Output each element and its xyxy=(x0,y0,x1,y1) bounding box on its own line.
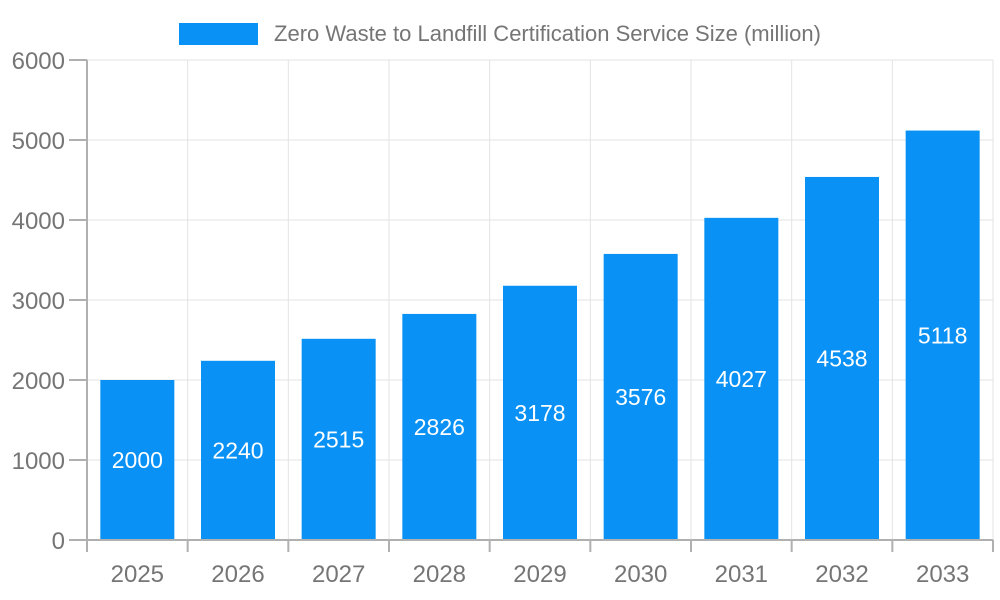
x-tick-label: 2030 xyxy=(614,561,667,588)
x-tick-label: 2029 xyxy=(513,561,566,588)
y-tick-label: 3000 xyxy=(12,288,65,315)
y-tick-label: 1000 xyxy=(12,448,65,475)
y-tick-label: 5000 xyxy=(12,128,65,155)
bar-value-label: 2000 xyxy=(112,447,163,473)
y-tick-label: 2000 xyxy=(12,368,65,395)
bar-value-label: 5118 xyxy=(918,322,967,348)
bar xyxy=(503,285,577,540)
bar xyxy=(704,217,779,540)
y-tick-label: 6000 xyxy=(12,48,65,75)
bar xyxy=(402,313,477,540)
bar xyxy=(905,130,980,540)
bar-value-label: 3576 xyxy=(615,384,666,410)
x-tick-label: 2028 xyxy=(413,561,466,588)
legend: Zero Waste to Landfill Certification Ser… xyxy=(0,21,1000,47)
x-tick-label: 2033 xyxy=(916,561,969,588)
bar-value-label: 2826 xyxy=(414,414,465,440)
bar-value-label: 2240 xyxy=(212,437,263,463)
bar-value-label: 3178 xyxy=(514,400,565,426)
x-tick-label: 2025 xyxy=(111,561,164,588)
x-tick-label: 2032 xyxy=(815,561,868,588)
bar-value-label: 2515 xyxy=(313,426,364,452)
x-tick-label: 2027 xyxy=(312,561,365,588)
x-tick-label: 2026 xyxy=(211,561,264,588)
bar-value-label: 4027 xyxy=(716,366,767,392)
bar xyxy=(301,338,376,540)
bar xyxy=(805,176,879,540)
y-tick-label: 4000 xyxy=(12,208,65,235)
bar xyxy=(100,380,175,540)
x-tick-label: 2031 xyxy=(715,561,768,588)
bar-value-label: 4538 xyxy=(816,345,867,371)
legend-swatch xyxy=(179,23,259,45)
bar xyxy=(201,360,275,540)
y-tick-label: 0 xyxy=(52,528,65,555)
legend-label: Zero Waste to Landfill Certification Ser… xyxy=(274,21,821,46)
bar xyxy=(603,253,678,541)
